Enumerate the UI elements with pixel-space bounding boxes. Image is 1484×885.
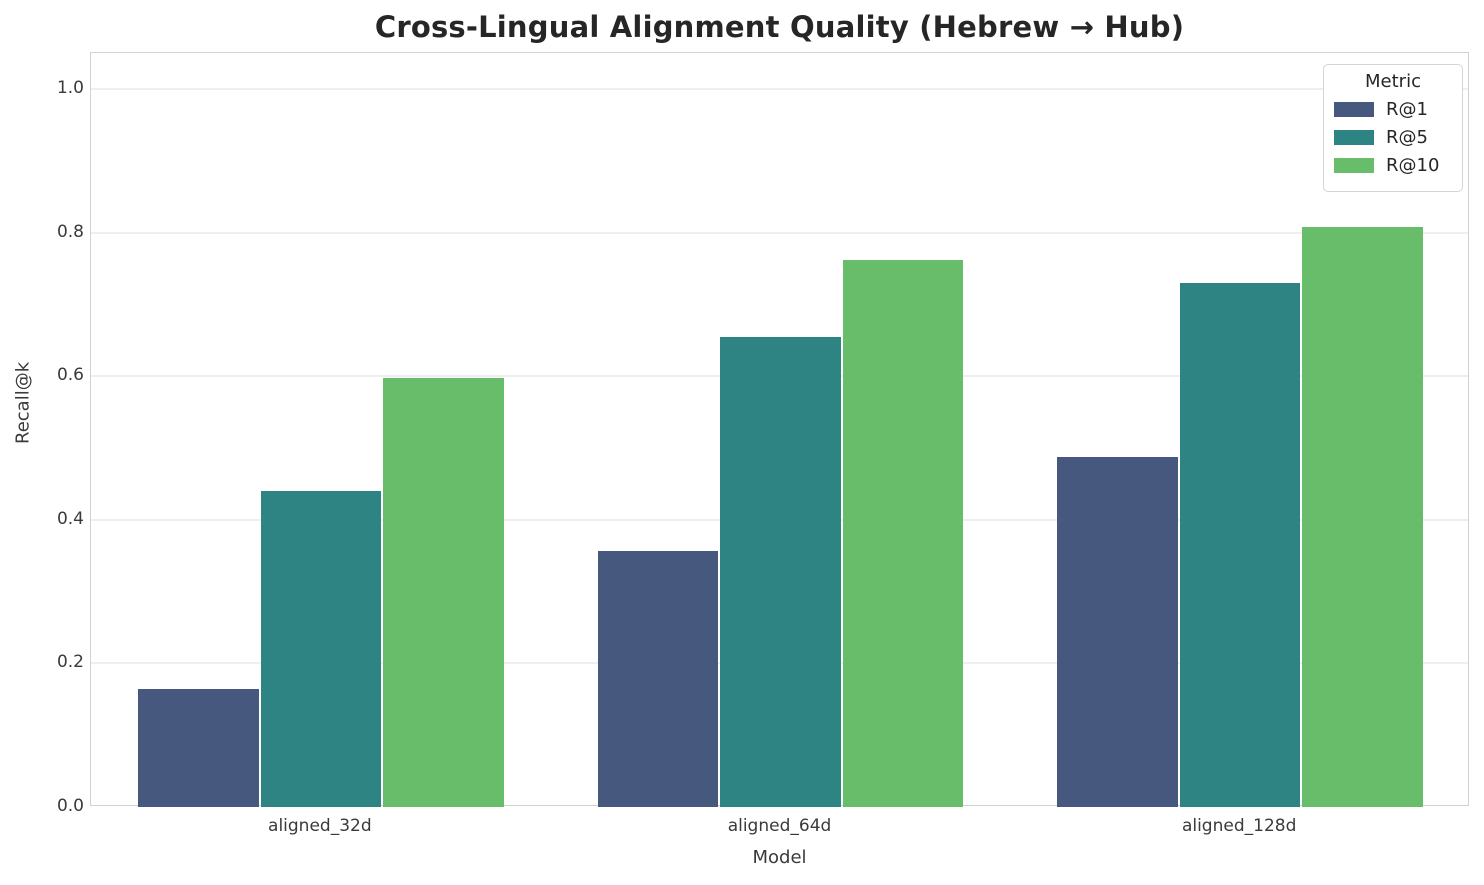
x-tick-aligned-128d: aligned_128d [1181,816,1297,836]
bar-aligned_64d-R-at-5 [720,336,841,807]
legend-entry-r5: R@5 [1334,127,1452,148]
legend-entry-r10: R@10 [1334,155,1452,176]
y-tick-0.8: 0.8 [56,221,84,242]
bar-aligned_128d-R-at-1 [1057,456,1178,807]
legend-swatch-r5-icon [1334,130,1374,145]
bar-aligned_128d-R-at-10 [1302,227,1424,807]
y-axis-tick-labels: 0.0 0.2 0.4 0.6 0.8 1.0 [34,52,84,816]
y-tick-0.2: 0.2 [56,652,84,673]
bar-aligned_32d-R-at-10 [383,377,504,807]
gridline-y-0.8 [91,231,1468,234]
legend-label-r10: R@10 [1386,155,1440,176]
legend-swatch-r10-icon [1334,158,1374,173]
bar-aligned_64d-R-at-10 [842,259,964,807]
plot-area [90,52,1469,807]
y-tick-0.0: 0.0 [56,796,84,816]
bar-aligned_64d-R-at-1 [597,550,719,807]
bar-aligned_128d-R-at-5 [1179,282,1301,807]
x-axis-label: Model [752,847,807,868]
gridline-y-1.0 [91,87,1468,90]
legend-label-r1: R@1 [1386,99,1428,120]
chart-title: Cross-Lingual Alignment Quality (Hebrew … [374,10,1185,44]
legend-title: Metric [1365,71,1421,92]
legend-entry-r1: R@1 [1334,99,1452,120]
y-tick-0.6: 0.6 [56,365,84,386]
y-tick-1.0: 1.0 [56,77,84,98]
x-tick-aligned-64d: aligned_64d [727,816,832,836]
y-tick-0.4: 0.4 [56,508,84,529]
y-axis-label: Recall@k [12,361,34,444]
legend: Metric R@1 R@5 R@10 [1323,64,1463,192]
bar-aligned_32d-R-at-5 [260,491,382,807]
legend-label-r5: R@5 [1386,127,1428,148]
x-tick-aligned-32d: aligned_32d [268,816,372,836]
legend-swatch-r1-icon [1334,102,1374,117]
bar-aligned_32d-R-at-1 [137,688,259,807]
